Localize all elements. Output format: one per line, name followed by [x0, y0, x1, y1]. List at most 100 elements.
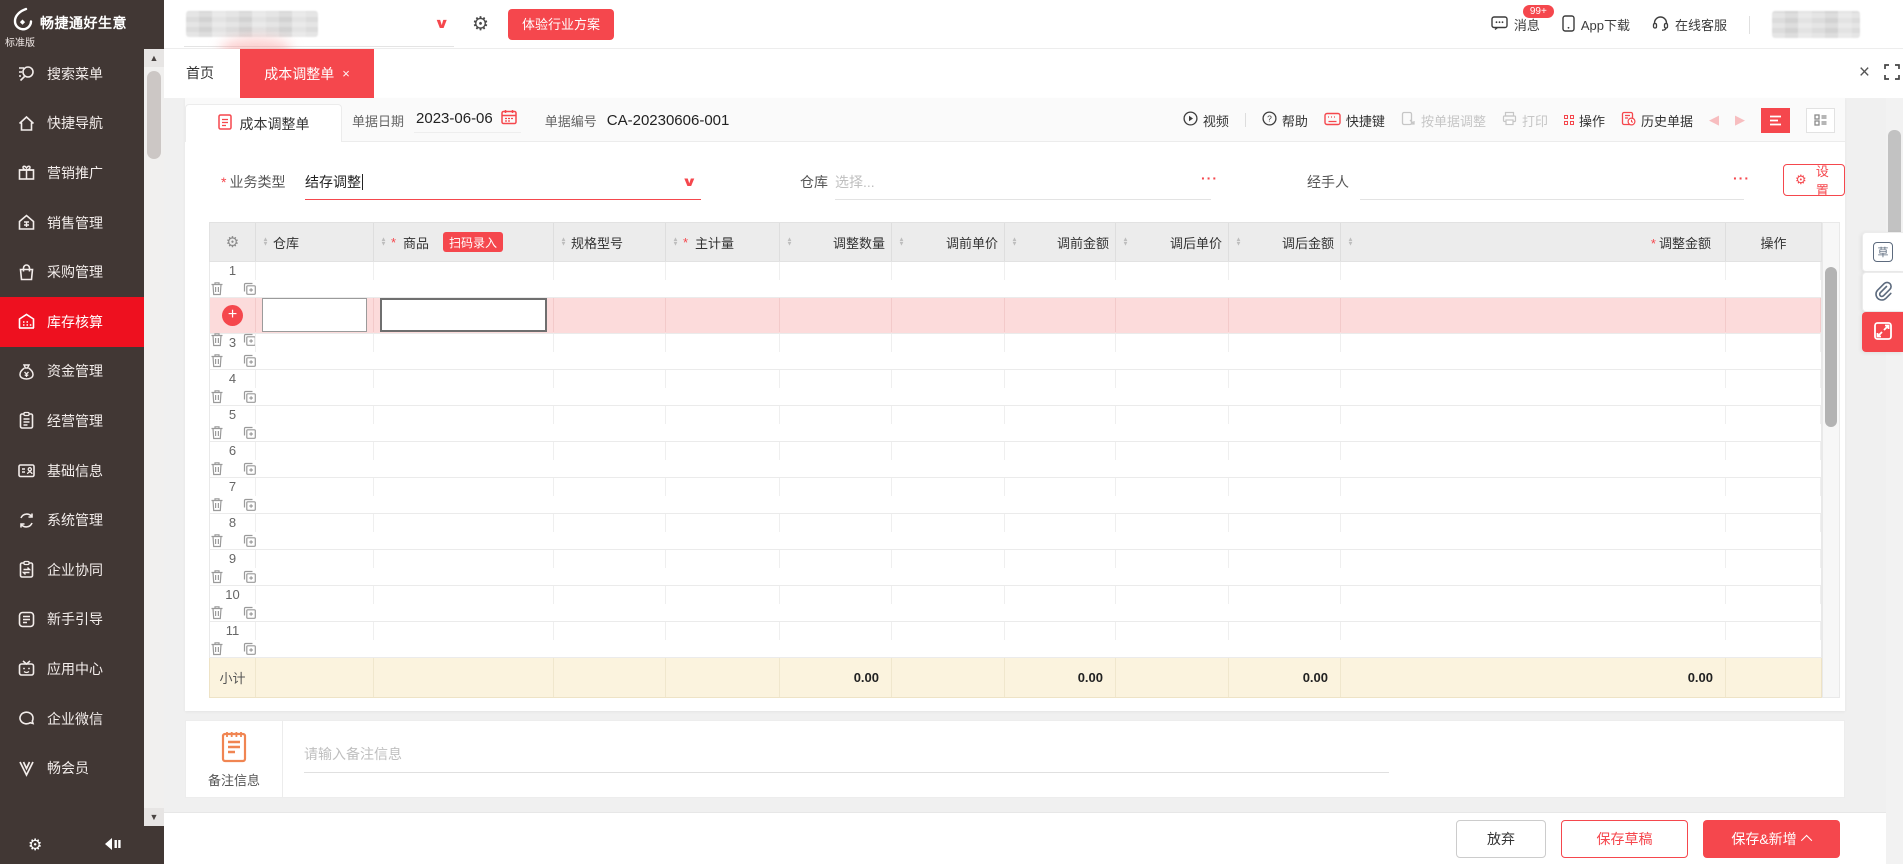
- empty-cell[interactable]: [374, 586, 554, 604]
- experience-plan-button[interactable]: 体验行业方案: [508, 9, 615, 40]
- empty-cell[interactable]: [554, 586, 666, 604]
- sidebar-item-guide[interactable]: 新手引导: [0, 595, 144, 645]
- empty-cell[interactable]: [1005, 442, 1116, 460]
- empty-cell[interactable]: [1005, 334, 1116, 352]
- empty-cell[interactable]: [1116, 262, 1229, 280]
- table-row[interactable]: 11: [209, 622, 1822, 658]
- empty-cell[interactable]: [892, 514, 1005, 532]
- empty-cell[interactable]: [554, 406, 666, 424]
- sidebar-item-idcard[interactable]: 基础信息: [0, 446, 144, 496]
- close-icon[interactable]: ×: [1858, 62, 1870, 83]
- empty-cell[interactable]: [554, 442, 666, 460]
- table-row[interactable]: 4: [209, 370, 1822, 406]
- adjust-amount-cell[interactable]: [1726, 622, 1821, 640]
- tab-cost-adjustment[interactable]: 成本调整单 ×: [240, 49, 374, 98]
- sidebar-item-gift[interactable]: 营销推广: [0, 148, 144, 198]
- actions-tool[interactable]: 操作: [1563, 111, 1605, 130]
- empty-cell[interactable]: [554, 514, 666, 532]
- empty-cell[interactable]: [374, 334, 554, 352]
- delete-row-icon[interactable]: [210, 389, 224, 404]
- blurred-user-info[interactable]: [1772, 11, 1860, 38]
- empty-cell[interactable]: [1005, 550, 1116, 568]
- empty-cell[interactable]: [1341, 478, 1726, 496]
- help-tool[interactable]: ? 帮助: [1262, 111, 1308, 130]
- tab-home[interactable]: 首页: [186, 65, 214, 81]
- copy-row-icon[interactable]: [242, 353, 257, 368]
- empty-cell[interactable]: [1116, 586, 1229, 604]
- sort-icon[interactable]: ▲ ▼: [1347, 236, 1354, 248]
- empty-cell[interactable]: [1341, 586, 1726, 604]
- col-post-amount[interactable]: ▲ ▼ 调后金额: [1229, 223, 1341, 261]
- copy-row-icon[interactable]: [242, 281, 257, 296]
- sort-icon[interactable]: ▲ ▼: [1011, 236, 1018, 248]
- col-spec[interactable]: ▲ ▼ 规格型号: [554, 223, 666, 261]
- add-row-button[interactable]: +: [222, 304, 243, 326]
- sidebar-item-clipboard[interactable]: 经营管理: [0, 396, 144, 446]
- empty-cell[interactable]: [666, 622, 780, 640]
- empty-cell[interactable]: [374, 622, 554, 640]
- empty-cell[interactable]: [780, 334, 892, 352]
- empty-cell[interactable]: [1229, 442, 1341, 460]
- adjust-amount-cell[interactable]: [1726, 370, 1821, 388]
- empty-cell[interactable]: [1341, 514, 1726, 532]
- handler-more-icon[interactable]: ···: [1733, 170, 1750, 186]
- empty-cell[interactable]: [780, 586, 892, 604]
- history-tool[interactable]: 历史单据: [1621, 111, 1693, 130]
- attachment-button[interactable]: [1862, 272, 1903, 312]
- empty-cell[interactable]: [1341, 406, 1726, 424]
- empty-cell[interactable]: [1341, 622, 1726, 640]
- empty-cell[interactable]: [1341, 370, 1726, 388]
- empty-cell[interactable]: [1116, 370, 1229, 388]
- empty-cell[interactable]: [1116, 622, 1229, 640]
- col-adjust-amount[interactable]: ▲ ▼ * 调整金额: [1341, 223, 1726, 261]
- table-row[interactable]: +: [209, 298, 1822, 347]
- empty-cell[interactable]: [1229, 550, 1341, 568]
- copy-row-icon[interactable]: [242, 641, 257, 656]
- save-and-new-button[interactable]: 保存&新增: [1703, 819, 1840, 858]
- empty-cell[interactable]: [1116, 442, 1229, 460]
- empty-cell[interactable]: [892, 406, 1005, 424]
- col-adjust-qty[interactable]: ▲ ▼ 调整数量: [780, 223, 892, 261]
- delete-row-icon[interactable]: [210, 461, 224, 476]
- empty-cell[interactable]: [554, 334, 666, 352]
- table-row[interactable]: 8: [209, 514, 1822, 550]
- chevron-down-icon[interactable]: ∨: [681, 173, 698, 189]
- empty-cell[interactable]: [256, 262, 374, 280]
- empty-cell[interactable]: [1341, 334, 1726, 352]
- close-tab-icon[interactable]: ×: [342, 66, 350, 81]
- col-unit[interactable]: ▲ ▼ * 主计量: [666, 223, 780, 261]
- collapse-sidebar-icon[interactable]: [104, 837, 121, 854]
- blurred-company-selector[interactable]: [186, 11, 318, 37]
- delete-row-icon[interactable]: [210, 641, 224, 656]
- empty-cell[interactable]: [666, 406, 780, 424]
- empty-cell[interactable]: [892, 442, 1005, 460]
- empty-cell[interactable]: [666, 334, 780, 352]
- empty-cell[interactable]: [666, 262, 780, 280]
- empty-cell[interactable]: [554, 550, 666, 568]
- empty-cell[interactable]: [554, 262, 666, 280]
- table-row[interactable]: 6: [209, 442, 1822, 478]
- empty-cell[interactable]: [780, 514, 892, 532]
- list-view-toggle[interactable]: [1761, 107, 1790, 133]
- chevron-down-icon[interactable]: ∨: [433, 15, 450, 31]
- empty-cell[interactable]: [1229, 262, 1341, 280]
- delete-row-icon[interactable]: [210, 281, 224, 296]
- sort-icon[interactable]: ▲ ▼: [1122, 236, 1129, 248]
- empty-cell[interactable]: [892, 298, 1005, 332]
- empty-cell[interactable]: [1229, 586, 1341, 604]
- page-scroll-thumb[interactable]: [1888, 130, 1901, 260]
- scroll-down-icon[interactable]: ▼: [144, 808, 164, 826]
- copy-row-icon[interactable]: [242, 533, 257, 548]
- empty-cell[interactable]: [554, 370, 666, 388]
- adjust-amount-cell[interactable]: [1726, 586, 1821, 604]
- empty-cell[interactable]: [256, 550, 374, 568]
- empty-cell[interactable]: [374, 406, 554, 424]
- sidebar-item-sales[interactable]: 销售管理: [0, 198, 144, 248]
- empty-cell[interactable]: [1005, 298, 1116, 332]
- empty-cell[interactable]: [1229, 334, 1341, 352]
- scroll-up-icon[interactable]: ▲: [144, 49, 164, 67]
- sidebar-item-money[interactable]: 资金管理: [0, 347, 144, 397]
- empty-cell[interactable]: [374, 370, 554, 388]
- empty-cell[interactable]: [892, 478, 1005, 496]
- col-warehouse[interactable]: ▲ ▼ 仓库: [256, 223, 374, 261]
